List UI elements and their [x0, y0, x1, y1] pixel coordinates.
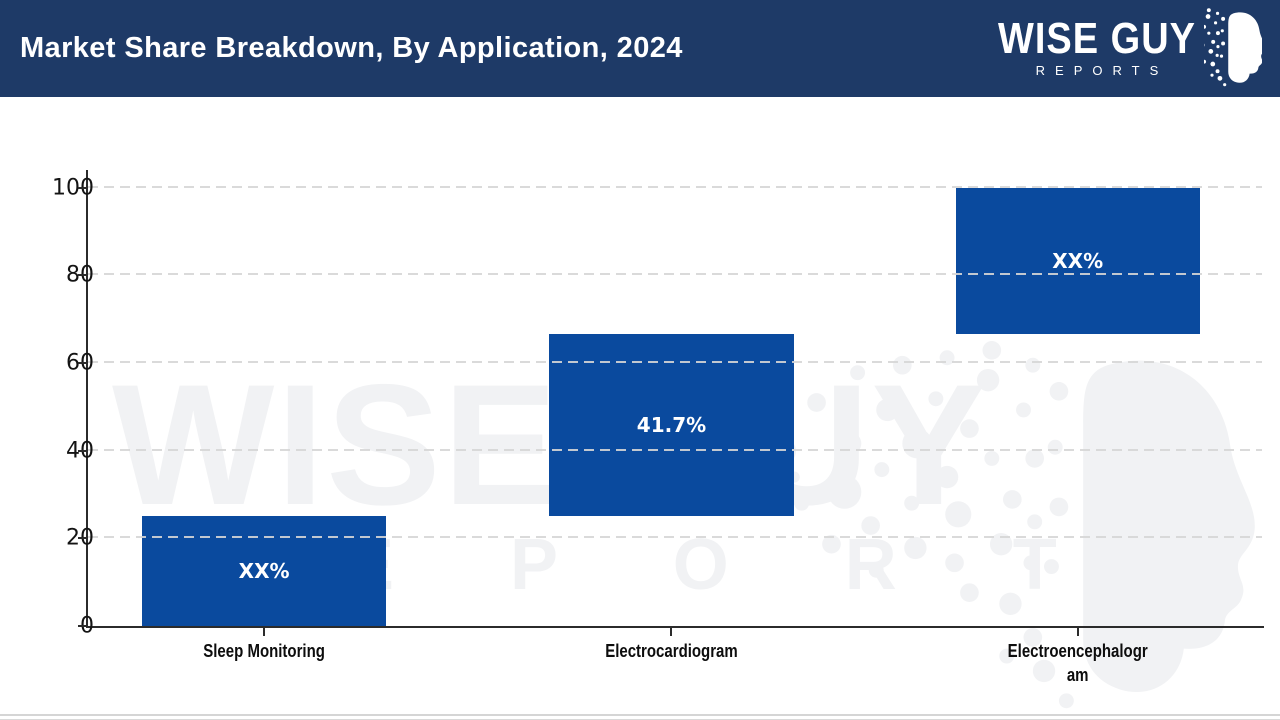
- y-tick-mark: [78, 361, 86, 364]
- y-tick-mark: [78, 537, 86, 540]
- y-axis-spine: [86, 170, 88, 628]
- y-tick-label: 0: [80, 613, 94, 639]
- category-label: Electroencephalogr am: [1007, 641, 1148, 686]
- bar-segment: [549, 333, 794, 517]
- y-tick-mark: [78, 186, 86, 189]
- y-tick-mark: [78, 274, 86, 277]
- logo-subtitle: REPORTS: [1035, 62, 1169, 78]
- chart-region: WISE GUY R E P O R T S XX% 41.7% XX% 0 20 40…: [0, 97, 1280, 717]
- x-axis-spine: [86, 626, 1264, 628]
- category-label: Electrocardiogram: [605, 641, 738, 662]
- logo-text: WISE GUY REPORTS: [997, 14, 1196, 78]
- y-tick-mark: [78, 625, 86, 627]
- plot-area: XX% 41.7% XX%: [88, 170, 1262, 626]
- category-label: Sleep Monitoring: [203, 641, 325, 662]
- bar-value-label: XX%: [1052, 248, 1104, 273]
- bar-segment: [142, 516, 387, 626]
- x-tick-mark: [670, 628, 673, 636]
- gridline: [88, 273, 1262, 276]
- gridline: [88, 360, 1262, 363]
- header-bar: Market Share Breakdown, By Application, …: [0, 0, 1280, 97]
- bottom-divider-line: [0, 714, 1280, 716]
- y-tick-label: 100: [52, 175, 94, 201]
- bar-segment: [955, 187, 1200, 334]
- gridline: [88, 448, 1262, 451]
- gridline: [88, 536, 1262, 539]
- logo-head-profile-icon: [1204, 7, 1262, 86]
- bar-value-label: 41.7%: [636, 412, 707, 437]
- x-tick-mark: [1076, 628, 1079, 636]
- x-tick-mark: [263, 628, 266, 636]
- gridline: [88, 185, 1262, 188]
- bar-value-label: XX%: [238, 559, 290, 584]
- chart-title: Market Share Breakdown, By Application, …: [20, 32, 683, 64]
- y-tick-mark: [78, 449, 86, 452]
- logo-wordmark: WISE GUY: [997, 14, 1196, 63]
- wise-guy-reports-logo: WISE GUY REPORTS: [998, 7, 1262, 91]
